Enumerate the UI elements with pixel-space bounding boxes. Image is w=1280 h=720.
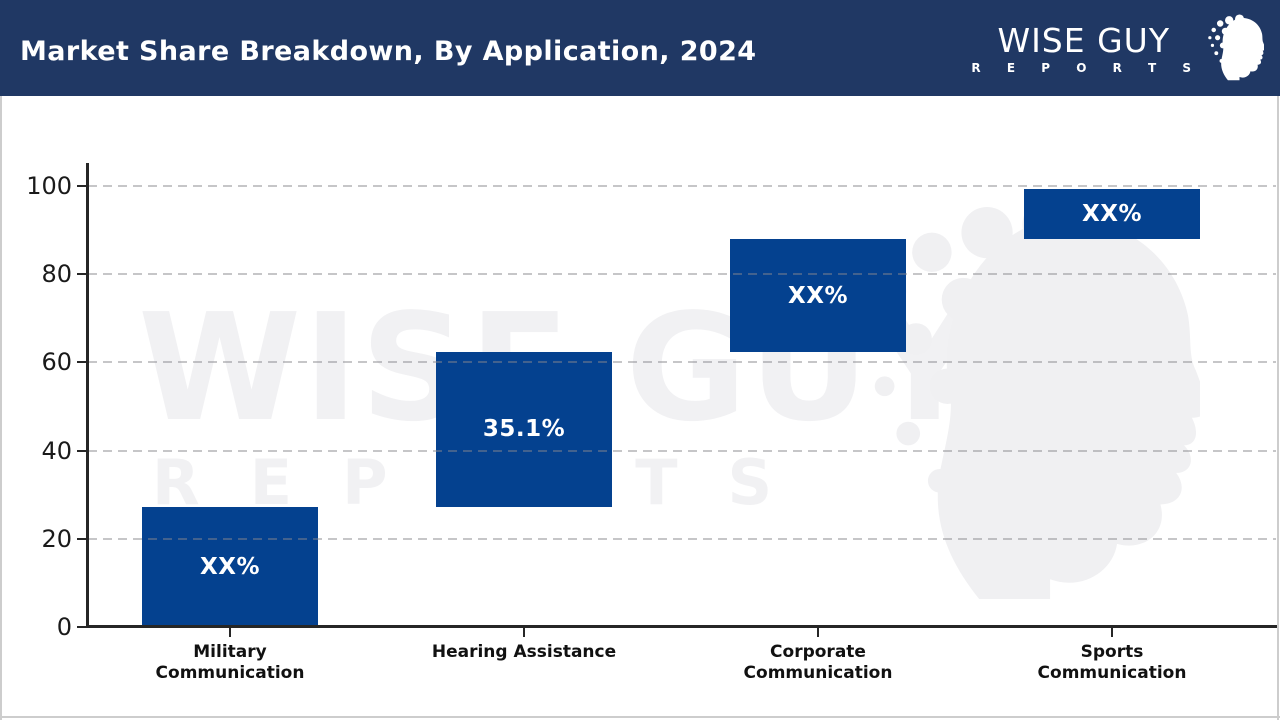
bar-value-label: XX%: [1081, 200, 1142, 227]
y-tick-label-80: 80: [41, 260, 72, 289]
y-tick-label-40: 40: [41, 436, 72, 465]
bar-value-label: XX%: [199, 553, 260, 580]
x-category-label-4: Sports Communication: [1002, 642, 1222, 684]
y-tick-20: [77, 537, 86, 540]
header-band: Market Share Breakdown, By Application, …: [0, 0, 1280, 96]
x-tick-2: [523, 628, 525, 637]
x-category-label-line: Hearing Assistance: [431, 642, 617, 662]
wiseguy-face-icon: [1208, 14, 1264, 81]
bar-segment-3: XX%: [730, 239, 906, 352]
wiseguy-logo-text: WISE GUY R E P O R T S: [965, 21, 1202, 76]
y-tick-80: [77, 273, 86, 276]
x-axis-line: [86, 625, 1278, 628]
y-tick-60: [77, 361, 86, 364]
bar-value-label: XX%: [787, 282, 848, 309]
bar-segment-2: 35.1%: [436, 351, 612, 507]
y-tick-label-60: 60: [41, 348, 72, 377]
x-category-label-2: Hearing Assistance: [414, 642, 634, 663]
wiseguy-logo: WISE GUY R E P O R T S: [965, 10, 1264, 86]
x-tick-1: [229, 628, 231, 637]
frame-right-border: [1277, 96, 1279, 720]
x-category-label-line: Military: [193, 642, 267, 662]
gridline-40: [88, 449, 1276, 452]
y-tick-40: [77, 449, 86, 452]
bar-segment-4: XX%: [1024, 188, 1200, 240]
x-tick-4: [1111, 628, 1113, 637]
x-category-label-1: Military Communication: [120, 642, 340, 684]
x-tick-3: [817, 628, 819, 637]
y-axis-line: [86, 163, 89, 628]
x-category-label-line: Communication: [743, 663, 893, 683]
x-category-label-line: Corporate: [770, 642, 866, 662]
page-title: Market Share Breakdown, By Application, …: [20, 36, 757, 67]
y-tick-0: [77, 626, 86, 628]
logo-wiseguy-label: WISE GUY: [997, 21, 1170, 60]
y-tick-label-20: 20: [41, 524, 72, 553]
gridline-100: [88, 185, 1276, 187]
y-tick-100: [77, 185, 86, 187]
x-category-label-3: Corporate Communication: [708, 642, 928, 684]
y-tick-label-0: 0: [56, 613, 72, 641]
gridline-60: [88, 361, 1276, 364]
gridline-20: [88, 537, 1276, 540]
watermark-face-icon: [858, 205, 1200, 599]
y-tick-label-100: 100: [26, 172, 72, 200]
gridline-80: [88, 273, 1276, 276]
logo-reports-label: R E P O R T S: [971, 61, 1202, 75]
x-category-label-line: Communication: [155, 663, 305, 683]
bar-segment-1: XX%: [142, 506, 318, 627]
frame-left-border: [0, 96, 2, 720]
plot-area: 0 20 40 60 80 100 XX% Military Communication 35.1…: [0, 96, 1280, 720]
x-category-label-line: Sports: [1080, 642, 1144, 662]
frame-bottom-border: [0, 716, 1280, 718]
x-category-label-line: Communication: [1037, 663, 1187, 683]
bar-value-label: 35.1%: [482, 416, 566, 443]
